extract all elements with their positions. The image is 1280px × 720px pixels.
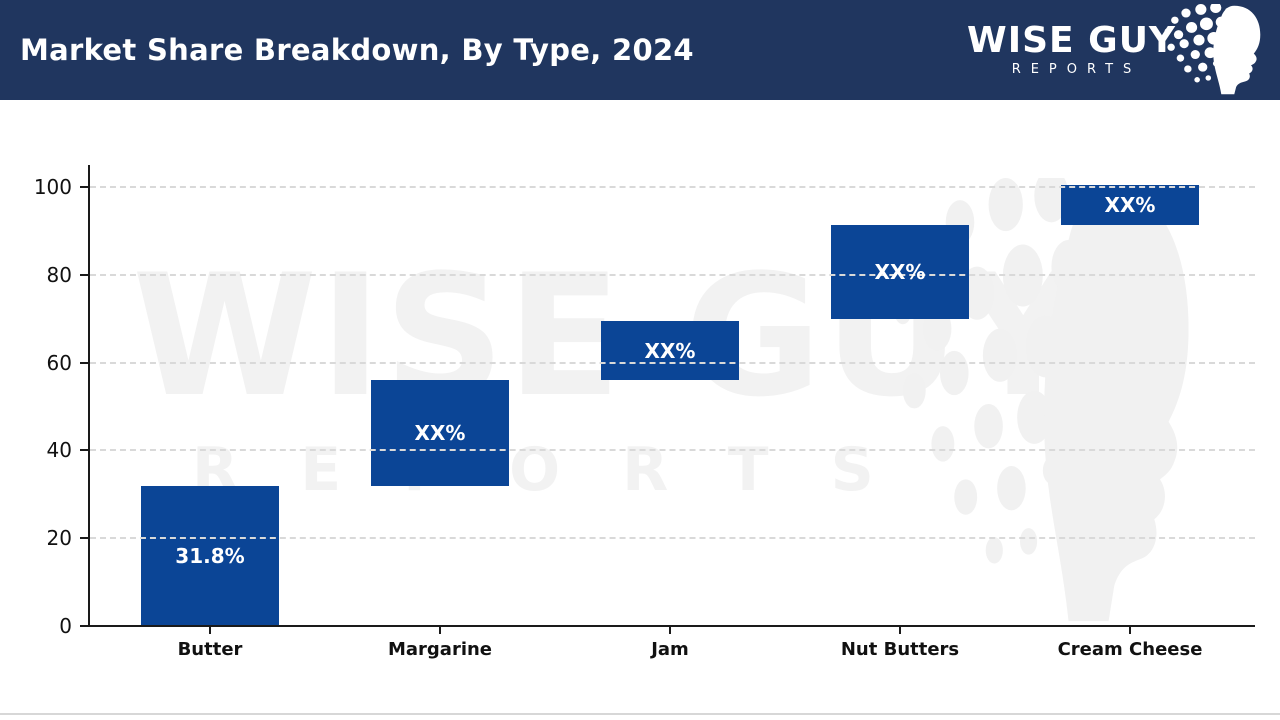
bar-butter (141, 486, 279, 626)
logo-face-icon (1160, 4, 1264, 96)
y-axis-line (88, 165, 90, 627)
ytick-label-0: 0 (59, 614, 72, 638)
bar-label-butter: 31.8% (175, 544, 245, 569)
bar-cream-cheese (1061, 185, 1199, 226)
xtick-mark-cream-cheese (1129, 627, 1131, 634)
gridline-100 (90, 186, 1255, 188)
gridline-60 (90, 361, 1255, 364)
header-bar: Market Share Breakdown, By Type, 2024 WI… (0, 0, 1280, 100)
bottom-border-line (0, 713, 1280, 715)
brand-logo: WISE GUY REPORTS (967, 4, 1264, 96)
category-label-butter: Butter (177, 639, 243, 660)
bar-jam (601, 320, 739, 381)
category-label-margarine: Margarine (387, 639, 493, 660)
category-label-nut-butters: Nut Butters (840, 639, 960, 660)
ytick-mark-20 (80, 537, 88, 540)
gridline-20 (90, 537, 1255, 540)
bar-margarine (371, 380, 509, 487)
bar-label-cream-cheese: XX% (1104, 193, 1156, 218)
logo-wordmark-line2: REPORTS (1011, 62, 1142, 77)
ytick-mark-40 (80, 449, 88, 452)
xtick-mark-margarine (439, 627, 441, 634)
ytick-mark-60 (80, 361, 88, 364)
ytick-mark-0 (80, 625, 88, 627)
bar-nut-butters (831, 225, 969, 319)
ytick-label-80: 80 (46, 262, 72, 287)
xtick-mark-butter (209, 627, 211, 634)
ytick-label-20: 20 (46, 526, 72, 551)
page-title: Market Share Breakdown, By Type, 2024 (20, 33, 694, 67)
ytick-label-40: 40 (46, 438, 72, 463)
xtick-mark-nut-butters (899, 627, 901, 634)
bar-label-nut-butters: XX% (874, 259, 926, 284)
bar-label-margarine: XX% (414, 421, 466, 446)
ytick-mark-100 (80, 186, 88, 188)
logo-wordmark-line1: WISE GUY (966, 20, 1176, 61)
logo-wordmark: WISE GUY REPORTS (966, 20, 1176, 78)
category-label-jam: Jam (651, 639, 689, 660)
ytick-mark-80 (80, 273, 88, 276)
category-label-cream-cheese: Cream Cheese (1057, 639, 1203, 660)
gridline-40 (90, 449, 1255, 452)
xtick-mark-jam (669, 627, 671, 634)
ytick-label-60: 60 (46, 350, 72, 375)
x-axis-line (88, 625, 1255, 627)
gridline-80 (90, 273, 1255, 276)
bar-label-jam: XX% (644, 338, 696, 363)
ytick-label-100: 100 (33, 175, 72, 199)
